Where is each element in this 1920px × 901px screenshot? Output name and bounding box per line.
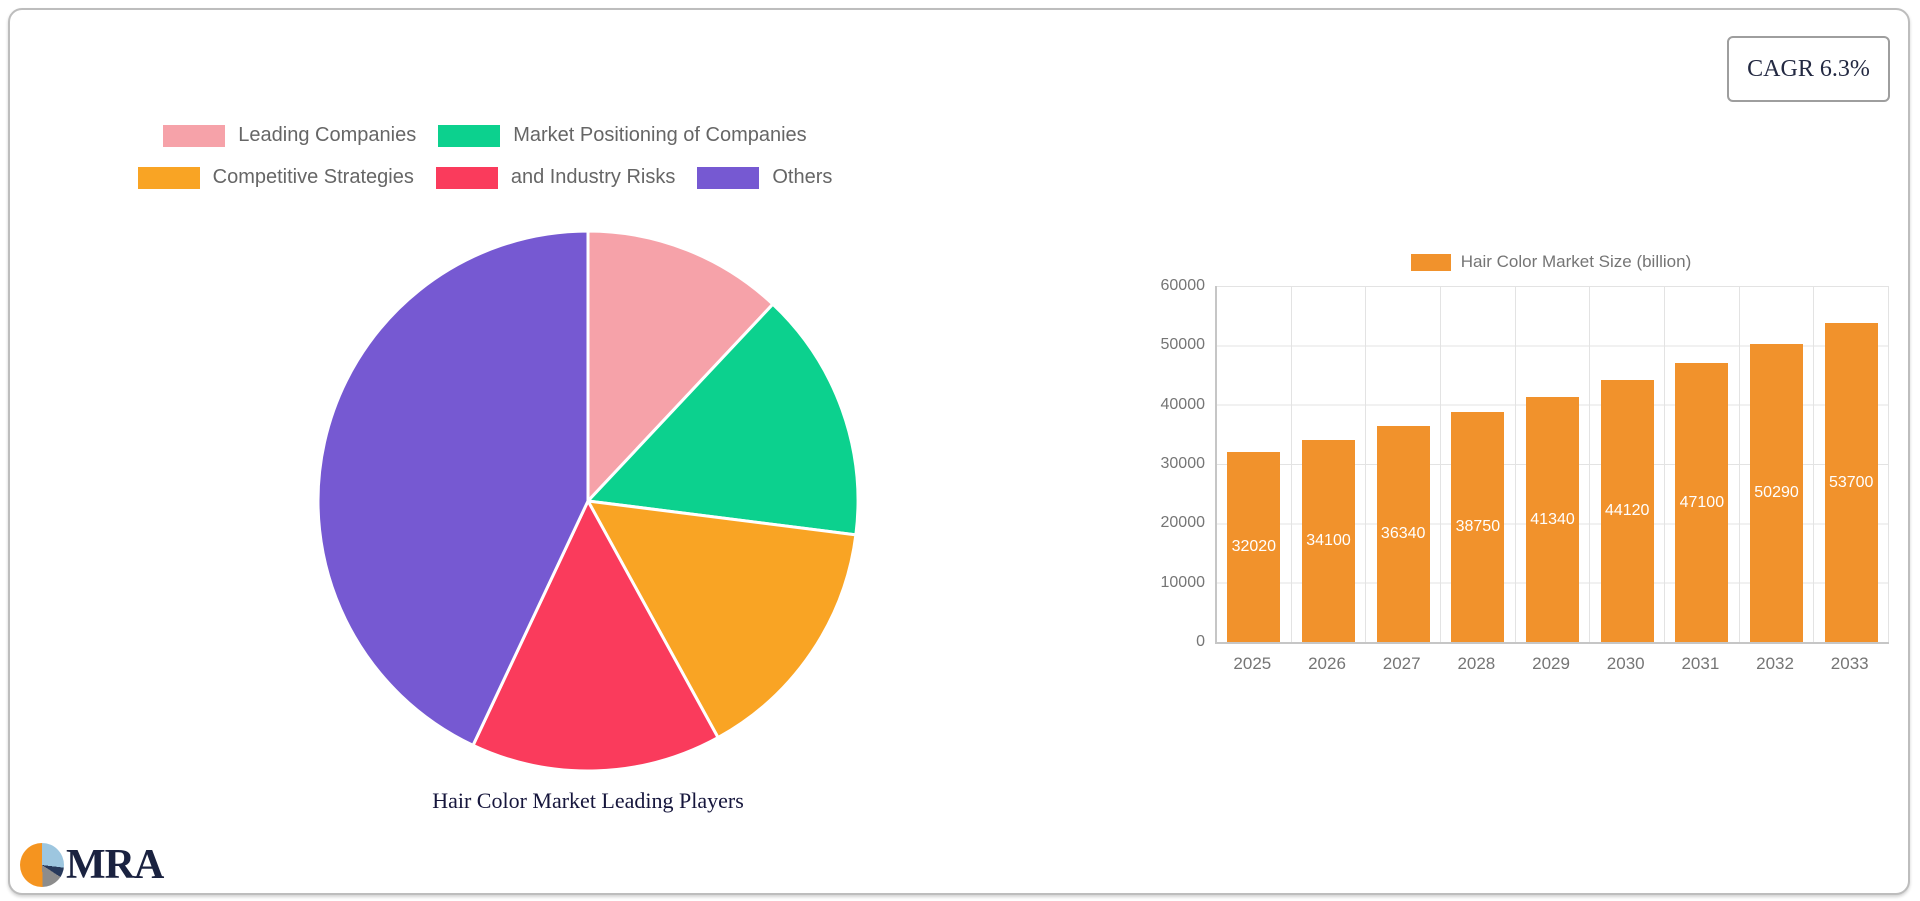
x-axis-tick-label: 2028 — [1457, 654, 1496, 673]
legend-label: and Industry Risks — [510, 166, 676, 188]
bar-column: 34100 — [1292, 286, 1367, 642]
bar-column: 44120 — [1590, 286, 1666, 642]
y-axis-tick-label: 0 — [1196, 633, 1205, 650]
bar-chart-columns: 32020 34100 36340 38750 41340 44120 47100 50290… — [1217, 286, 1890, 642]
y-axis-tick-label: 40000 — [1160, 395, 1206, 413]
legend-label: Market Positioning of Companies — [513, 124, 807, 146]
bar-column: 36340 — [1366, 286, 1442, 642]
x-axis-tick-label: 2032 — [1756, 654, 1794, 673]
mra-logo-text: MRA — [66, 842, 164, 888]
bar-2031: 47100 — [1675, 363, 1729, 642]
y-axis-tick-label: 20000 — [1160, 514, 1206, 532]
bar-value-label: 32020 — [1231, 538, 1277, 555]
bar-chart-y-axis: 60000 50000 40000 30000 20000 10000 0 — [1100, 277, 1206, 650]
legend-swatch-icon — [435, 166, 498, 189]
bar-2032: 50290 — [1750, 344, 1804, 642]
x-axis-tick-label: 2026 — [1308, 654, 1346, 673]
legend-swatch-icon — [163, 124, 226, 147]
pie-slice-competitive-strategies — [586, 499, 858, 740]
legend-row: Leading Companies Market Positioning of C… — [163, 124, 807, 147]
y-axis-tick-label: 60000 — [1160, 277, 1206, 294]
legend-swatch-icon — [137, 166, 200, 189]
bar-chart-plot-area: 32020 34100 36340 38750 41340 44120 47100 50290… — [1215, 286, 1890, 644]
x-axis-tick-label: 2027 — [1382, 654, 1421, 673]
legend-label: Competitive Strategies — [212, 166, 414, 188]
pie-slice-leading-companies — [586, 229, 775, 503]
legend-row: Competitive Strategies and Industry Risks… — [137, 166, 832, 189]
bar-2025: 32020 — [1227, 452, 1281, 642]
y-axis-tick-label: 30000 — [1160, 455, 1206, 472]
bar-value-label: 36340 — [1380, 525, 1426, 542]
bar-chart-legend: Hair Color Market Size (billion) — [1215, 252, 1887, 272]
pie-chart-legend: Leading Companies Market Positioning of C… — [115, 124, 855, 189]
bar-column: 50290 — [1740, 286, 1815, 642]
bar-legend-swatch — [1410, 253, 1451, 271]
x-axis-tick-label: 2029 — [1532, 654, 1570, 673]
bar-2027: 36340 — [1376, 426, 1430, 642]
bar-2030: 44120 — [1600, 380, 1654, 642]
bar-column: 41340 — [1516, 286, 1591, 642]
bar-2028: 38750 — [1451, 412, 1505, 642]
bar-value-label: 38750 — [1455, 518, 1501, 535]
bar-column: 32020 — [1217, 286, 1292, 642]
bar-2026: 34100 — [1302, 440, 1355, 642]
bar-value-label: 50290 — [1754, 484, 1799, 501]
pie-slice-others — [316, 229, 590, 747]
bar-2029: 41340 — [1526, 397, 1580, 642]
pie-slice-market-positioning-of-companies — [586, 302, 860, 537]
x-axis-tick-label: 2031 — [1681, 654, 1720, 673]
bar-value-label: 44120 — [1604, 502, 1650, 519]
legend-swatch-icon — [697, 166, 760, 189]
legend-item: Others — [697, 166, 832, 189]
bar-column: 38750 — [1441, 286, 1516, 642]
legend-label: Leading Companies — [238, 124, 417, 146]
bar-chart-x-axis: 2025 2026 2027 2028 2029 2030 2031 2032 2033 — [1215, 654, 1887, 674]
cagr-badge-label: CAGR 6.3% — [1747, 55, 1870, 82]
legend-item: Competitive Strategies — [137, 166, 414, 189]
pie-chart — [316, 229, 860, 773]
legend-item: and Industry Risks — [435, 166, 676, 189]
bar-column: 47100 — [1665, 286, 1740, 642]
bar-value-label: 53700 — [1828, 473, 1874, 491]
bar-value-label: 34100 — [1306, 532, 1351, 549]
bar-legend-label: Hair Color Market Size (billion) — [1460, 252, 1692, 271]
pie-slice-and-industry-risks — [471, 499, 720, 773]
legend-item: Leading Companies — [163, 124, 416, 147]
mra-logo: MRA — [20, 842, 164, 888]
bar-column: 53700 — [1814, 286, 1890, 642]
x-axis-tick-label: 2030 — [1606, 654, 1645, 673]
bar-value-label: 41340 — [1530, 510, 1575, 528]
x-axis-tick-label: 2033 — [1830, 654, 1869, 673]
cagr-badge: CAGR 6.3% — [1727, 36, 1890, 102]
x-axis-tick-label: 2025 — [1233, 654, 1272, 673]
pie-chart-title: Hair Color Market Leading Players — [432, 788, 744, 813]
legend-swatch-icon — [438, 124, 501, 147]
y-axis-tick-label: 50000 — [1160, 336, 1206, 354]
legend-label: Others — [772, 166, 833, 188]
bar-value-label: 47100 — [1679, 493, 1725, 511]
legend-item: Market Positioning of Companies — [438, 124, 807, 147]
bar-2033: 53700 — [1824, 323, 1878, 642]
mra-logo-pie-icon — [20, 843, 64, 887]
y-axis-tick-label: 10000 — [1160, 573, 1206, 591]
